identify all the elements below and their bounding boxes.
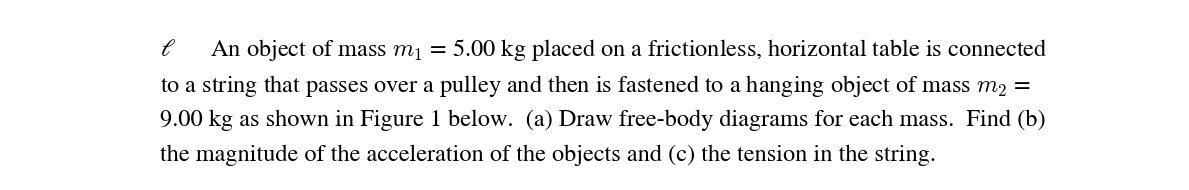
Text: ℓ      An object of mass $m_1$ = 5.00 kg placed on a frictionless, horizontal ta: ℓ An object of mass $m_1$ = 5.00 kg plac… — [159, 37, 1048, 63]
Text: to a string that passes over a pulley and then is fastened to a hanging object o: to a string that passes over a pulley an… — [159, 73, 1031, 99]
Text: the magnitude of the acceleration of the objects and (c) the tension in the stri: the magnitude of the acceleration of the… — [159, 145, 936, 166]
Text: 9.00 kg as shown in Figure 1 below.  (a) Draw free-body diagrams for each mass. : 9.00 kg as shown in Figure 1 below. (a) … — [159, 109, 1045, 131]
